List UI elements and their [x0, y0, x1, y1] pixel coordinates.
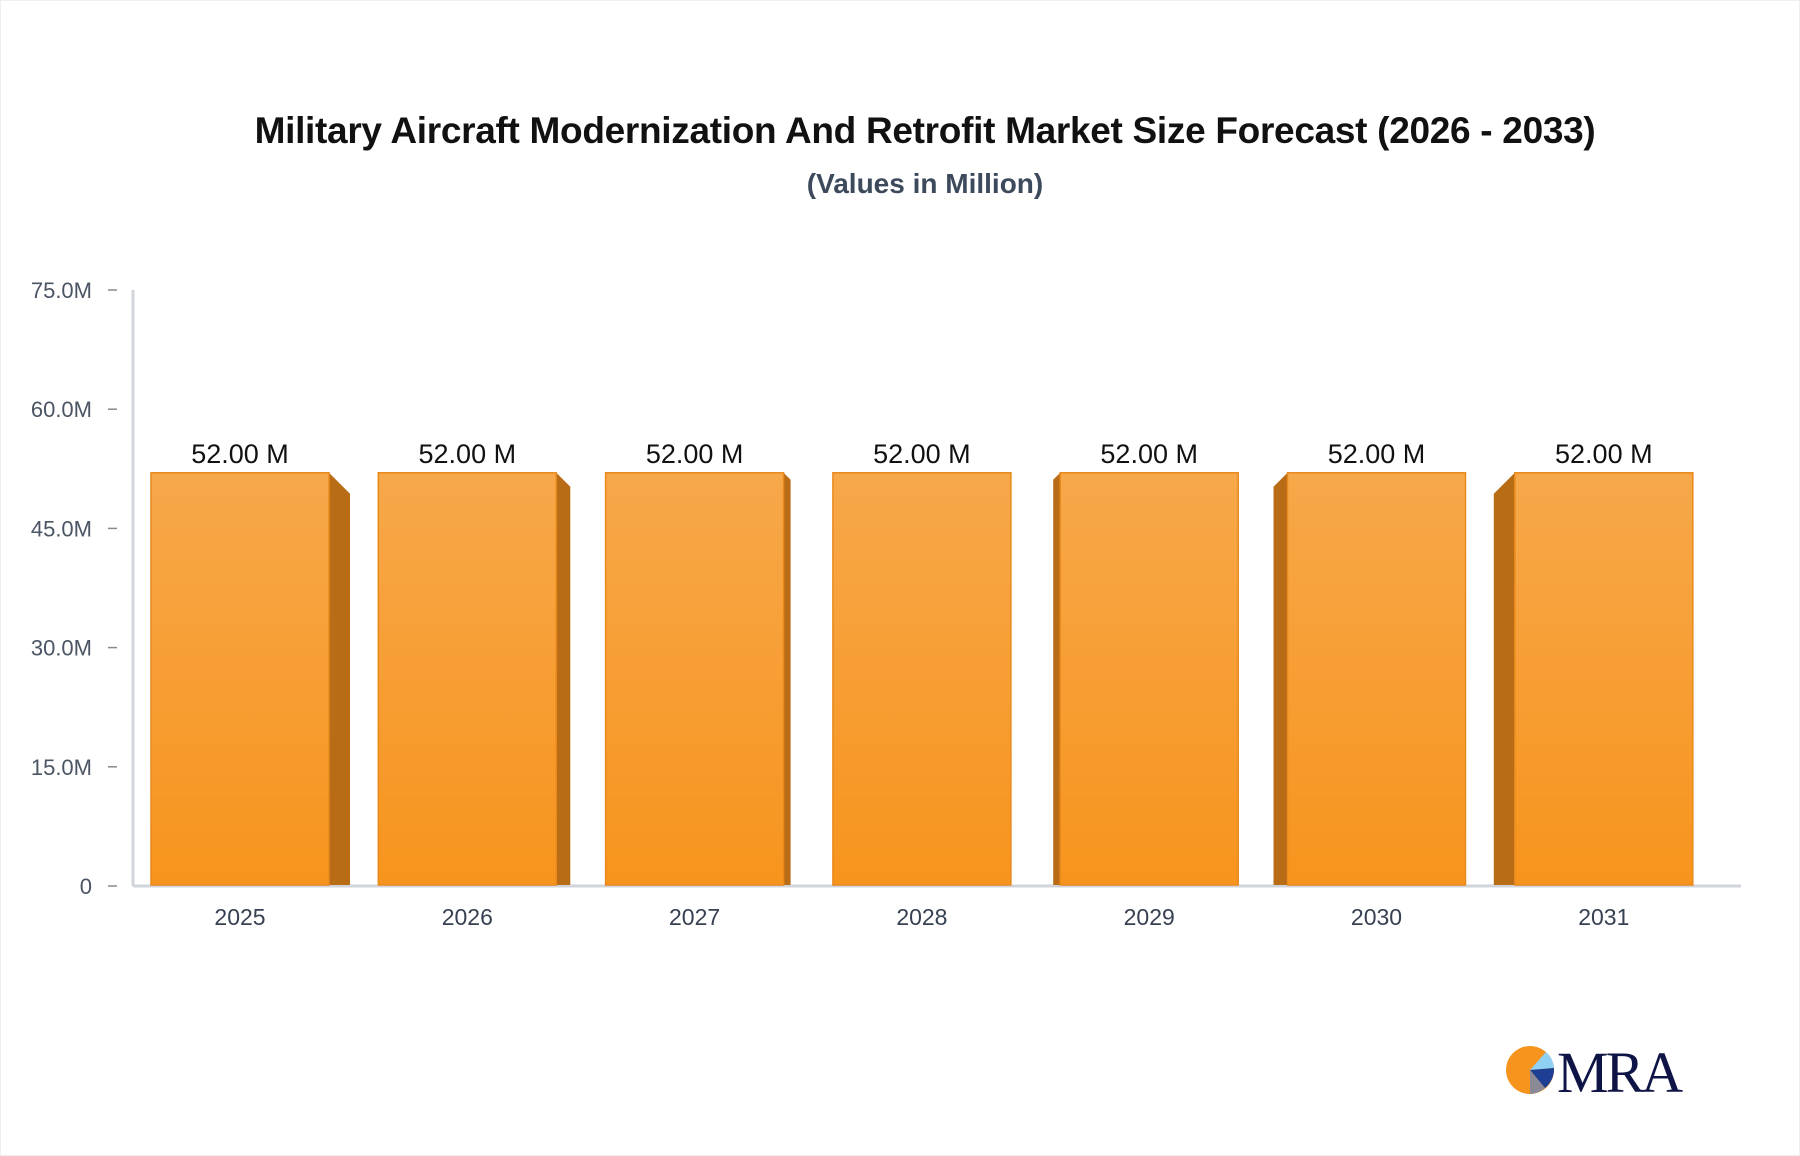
bar-group: 52.00 M 2031 [1493, 439, 1694, 930]
data-label: 52.00 M [1555, 439, 1653, 469]
bar-group: 52.00 M 2030 [1273, 439, 1467, 930]
x-tick-label: 2028 [896, 904, 947, 930]
bar-side [329, 472, 350, 885]
bar-side [1273, 472, 1288, 885]
y-tick-label: 75.0M [31, 278, 92, 303]
svg-text:MRA: MRA [1557, 1040, 1683, 1100]
y-tick-label: 0 [80, 874, 92, 899]
bar-side [556, 472, 571, 885]
bar-group: 52.00 M 2028 [832, 439, 1012, 930]
data-label: 52.00 M [646, 439, 744, 469]
bar-group: 52.00 M 2027 [604, 439, 791, 930]
y-tick-label: 15.0M [31, 755, 92, 780]
bar-group: 52.00 M 2026 [377, 439, 571, 930]
chart-title: Military Aircraft Modernization And Retr… [254, 110, 1596, 151]
data-label: 52.00 M [1328, 439, 1426, 469]
data-label: 52.00 M [191, 439, 289, 469]
bar [1059, 472, 1239, 886]
bar-side [783, 472, 791, 885]
bar [1514, 472, 1694, 886]
data-label: 52.00 M [1100, 439, 1198, 469]
mra-logo: MRA [1506, 1040, 1686, 1100]
x-tick-label: 2031 [1578, 904, 1629, 930]
x-tick-label: 2030 [1351, 904, 1402, 930]
bar [1286, 472, 1467, 886]
bar-side [1053, 472, 1061, 885]
bar-group: 52.00 M 2025 [150, 439, 350, 930]
data-label: 52.00 M [873, 439, 971, 469]
y-tick-label: 45.0M [31, 516, 92, 541]
data-label: 52.00 M [419, 439, 517, 469]
bar-side [1493, 472, 1515, 885]
y-tick-label: 30.0M [31, 636, 92, 661]
bar [832, 472, 1012, 886]
bar [150, 472, 330, 886]
bar-group: 52.00 M 2029 [1053, 439, 1239, 930]
bar [604, 472, 785, 886]
chart-subtitle: (Values in Million) [806, 168, 1044, 199]
x-tick-label: 2029 [1124, 904, 1175, 930]
bar [377, 472, 558, 886]
y-tick-label: 60.0M [31, 397, 92, 422]
x-tick-label: 2025 [214, 904, 265, 930]
x-tick-label: 2026 [442, 904, 493, 930]
x-tick-label: 2027 [669, 904, 720, 930]
